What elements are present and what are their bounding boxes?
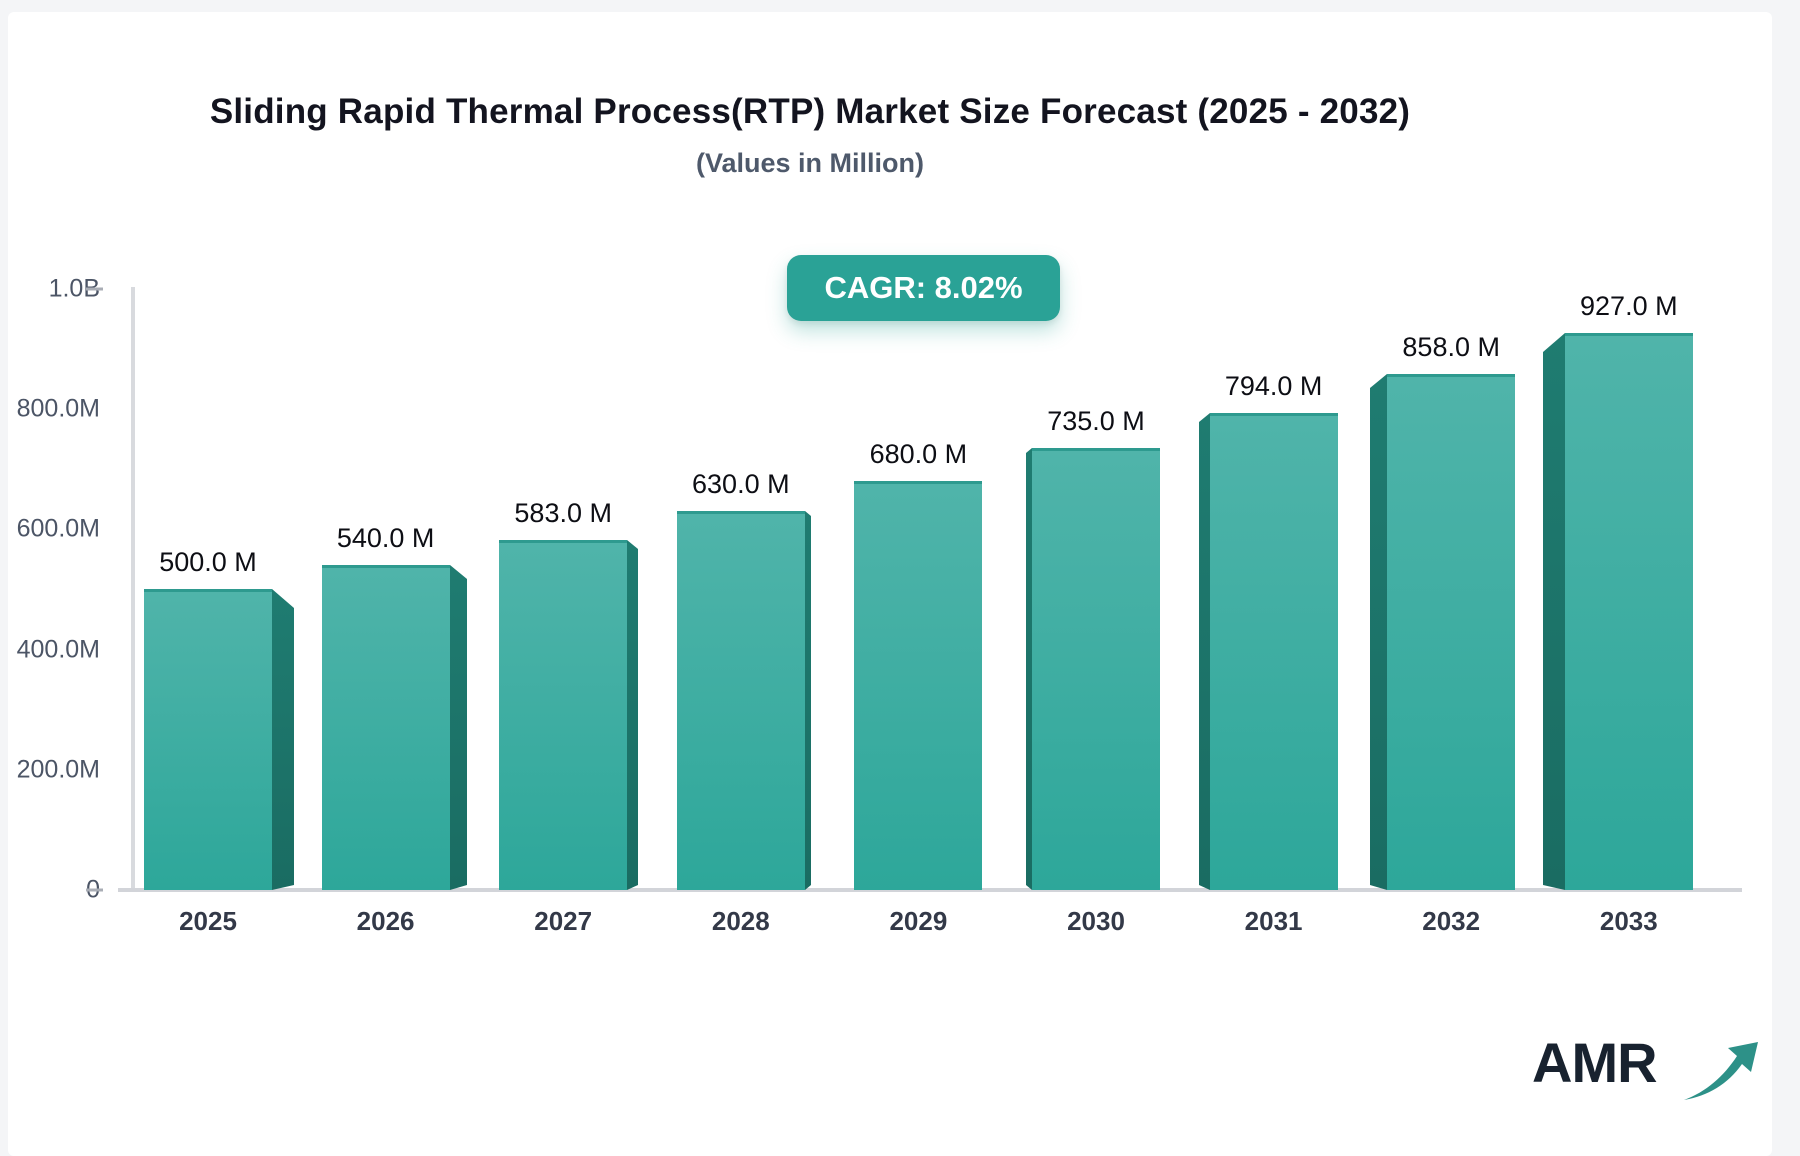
bar-top-edge (1032, 448, 1160, 451)
bar-2026 (321, 565, 467, 890)
bar-value-label: 735.0 M (1047, 406, 1145, 436)
bar-front-face (1209, 413, 1338, 890)
x-category-label: 2027 (534, 906, 593, 936)
bar-2032 (1370, 374, 1516, 890)
chart-subtitle: (Values in Million) (695, 148, 925, 178)
bar-side-face (804, 511, 811, 890)
x-category-label: 2028 (711, 906, 770, 936)
bar-side-face (449, 565, 467, 890)
bar-side-face (1542, 333, 1565, 890)
bar-value-label: 794.0 M (1224, 371, 1323, 401)
bar-side-face (1026, 448, 1032, 890)
bar-2027 (499, 540, 639, 890)
bar-side-face (1198, 413, 1210, 890)
x-category-label: 2032 (1422, 906, 1481, 936)
bar-front-face (321, 565, 450, 890)
y-axis-line (131, 287, 135, 890)
bar-top-edge (499, 540, 628, 543)
bar-2028 (676, 511, 811, 890)
y-tick-mark (86, 888, 103, 892)
y-tick-label: 400.0M (16, 635, 100, 664)
bar-2025 (144, 589, 294, 890)
bar-value-label: 927.0 M (1580, 291, 1678, 321)
bar-value-label: 630.0 M (692, 469, 790, 499)
y-tick-mark (86, 287, 103, 291)
bar-value-label: 858.0 M (1402, 332, 1500, 362)
bar-front-face (144, 589, 272, 890)
y-tick-label: 200.0M (16, 755, 100, 784)
bar-2030 (1026, 448, 1160, 890)
bar-front-face (1564, 333, 1693, 890)
bar-front-face (854, 481, 983, 890)
x-category-label: 2029 (889, 906, 948, 936)
y-tick-label: 800.0M (16, 394, 100, 423)
bar-front-face (676, 511, 805, 890)
bar-value-label: 680.0 M (869, 439, 968, 469)
bar-value-label: 540.0 M (336, 523, 435, 553)
bar-front-face (499, 540, 628, 890)
title-block: Sliding Rapid Thermal Process(RTP) Marke… (0, 92, 1620, 179)
bar-side-face (272, 589, 294, 890)
amr-logo-text: AMR (1532, 1031, 1658, 1094)
x-category-label: 2025 (179, 906, 237, 936)
bar-value-label: 500.0 M (159, 547, 257, 577)
bar-top-edge (1564, 333, 1693, 336)
bar-2029 (854, 481, 983, 890)
bar-top-edge (1209, 413, 1338, 416)
bar-top-edge (1387, 374, 1516, 377)
x-category-label: 2031 (1244, 906, 1303, 936)
bar-value-label: 583.0 M (514, 498, 612, 528)
x-category-label: 2030 (1067, 906, 1125, 936)
bar-front-face (1032, 448, 1160, 890)
chart-title: Sliding Rapid Thermal Process(RTP) Marke… (209, 92, 1411, 131)
amr-logo: AMR (1532, 1030, 1758, 1110)
y-tick-label: 600.0M (16, 514, 100, 543)
bar-front-face (1387, 374, 1516, 890)
cagr-badge: CAGR: 8.02% (787, 255, 1060, 321)
x-category-label: 2026 (356, 906, 415, 936)
growth-arrow-icon (1682, 1038, 1766, 1109)
bar-side-face (627, 540, 639, 890)
bar-2031 (1198, 413, 1338, 890)
bar-side-face (1370, 374, 1388, 890)
bar-top-edge (321, 565, 450, 568)
bar-top-edge (676, 511, 805, 514)
bar-top-edge (144, 589, 272, 592)
bar-2033 (1542, 333, 1693, 890)
bar-top-edge (854, 481, 983, 484)
x-category-label: 2033 (1599, 906, 1658, 936)
x-axis-line (118, 888, 1742, 892)
